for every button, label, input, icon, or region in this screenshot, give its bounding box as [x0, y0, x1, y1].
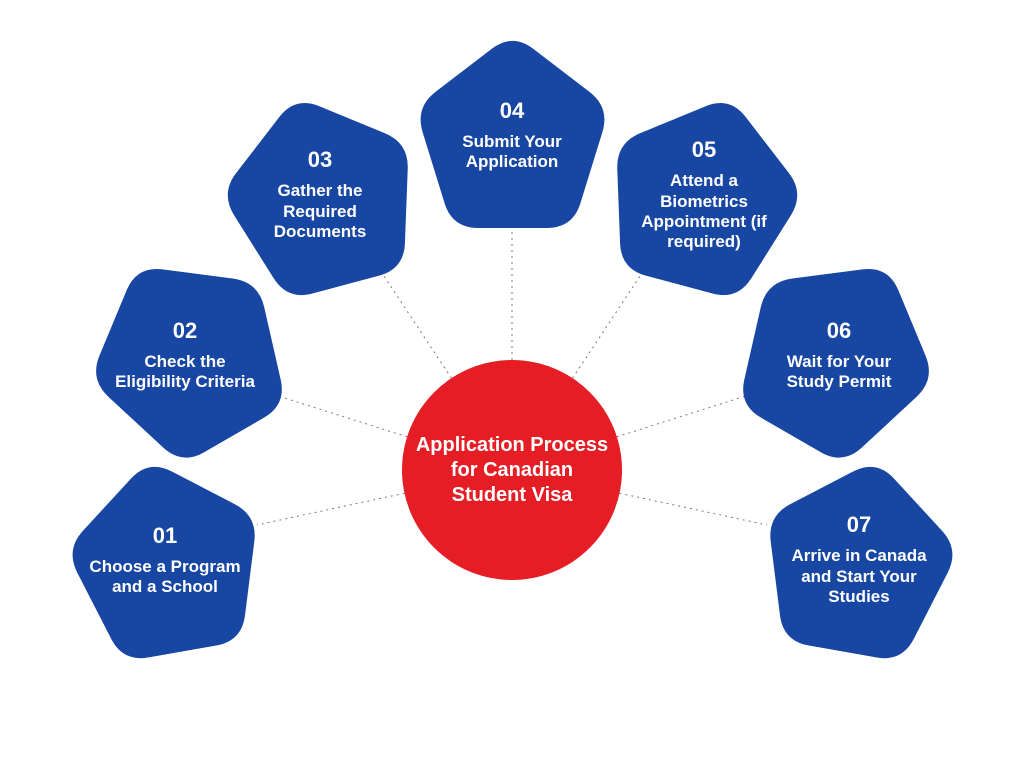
step-node-01: 01 Choose a Program and a School — [68, 458, 263, 653]
step-label: Choose a Program and a School — [89, 557, 241, 598]
step-node-06: 06 Wait for Your Study Permit — [742, 253, 937, 448]
step-number: 07 — [847, 512, 871, 538]
step-label: Check the Eligibility Criteria — [109, 352, 261, 393]
step-number: 04 — [500, 98, 524, 124]
step-node-07: 07 Arrive in Canada and Start Your Studie… — [762, 458, 957, 653]
step-label: Wait for Your Study Permit — [763, 352, 915, 393]
step-label: Attend a Biometrics Appointment (if requ… — [628, 171, 780, 253]
step-label: Submit Your Application — [436, 132, 588, 173]
center-title: Application Process for Canadian Student… — [414, 433, 610, 508]
step-number: 01 — [153, 523, 177, 549]
step-number: 03 — [308, 147, 332, 173]
step-label: Gather the Required Documents — [244, 181, 396, 242]
step-number: 02 — [173, 318, 197, 344]
center-circle: Application Process for Canadian Student… — [402, 360, 622, 580]
step-label: Arrive in Canada and Start Your Studies — [783, 546, 935, 607]
diagram-stage: 01 Choose a Program and a School 02 Check t… — [0, 0, 1024, 768]
step-number: 06 — [827, 318, 851, 344]
step-number: 05 — [692, 137, 716, 163]
step-node-04: 04 Submit Your Application — [415, 33, 610, 228]
step-node-03: 03 Gather the Required Documents — [223, 93, 418, 288]
